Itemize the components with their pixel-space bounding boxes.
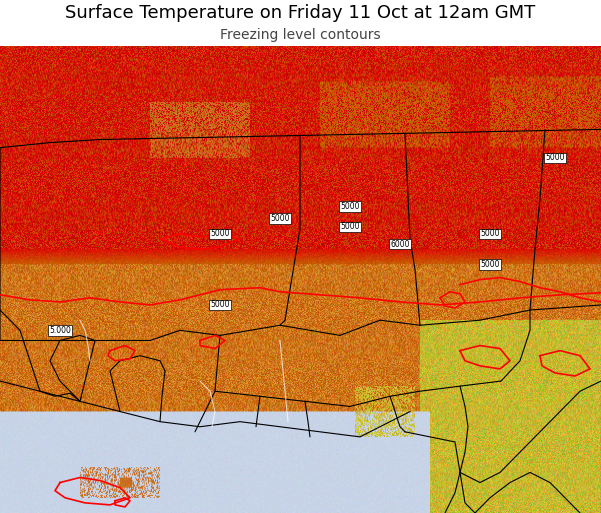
Text: 5000: 5000	[340, 222, 360, 231]
Text: Surface Temperature on Friday 11 Oct at 12am GMT: Surface Temperature on Friday 11 Oct at …	[66, 4, 535, 22]
Text: 5000: 5000	[480, 229, 500, 239]
Text: 6000: 6000	[390, 240, 410, 249]
Text: 5.000: 5.000	[49, 326, 71, 335]
Text: 5000: 5000	[545, 153, 565, 162]
Text: 5000: 5000	[210, 229, 230, 239]
Text: 5000: 5000	[210, 301, 230, 309]
Text: 5000: 5000	[270, 214, 290, 223]
Text: Freezing level contours: Freezing level contours	[220, 28, 381, 42]
Text: 5000: 5000	[340, 202, 360, 211]
Text: 5000: 5000	[480, 260, 500, 269]
